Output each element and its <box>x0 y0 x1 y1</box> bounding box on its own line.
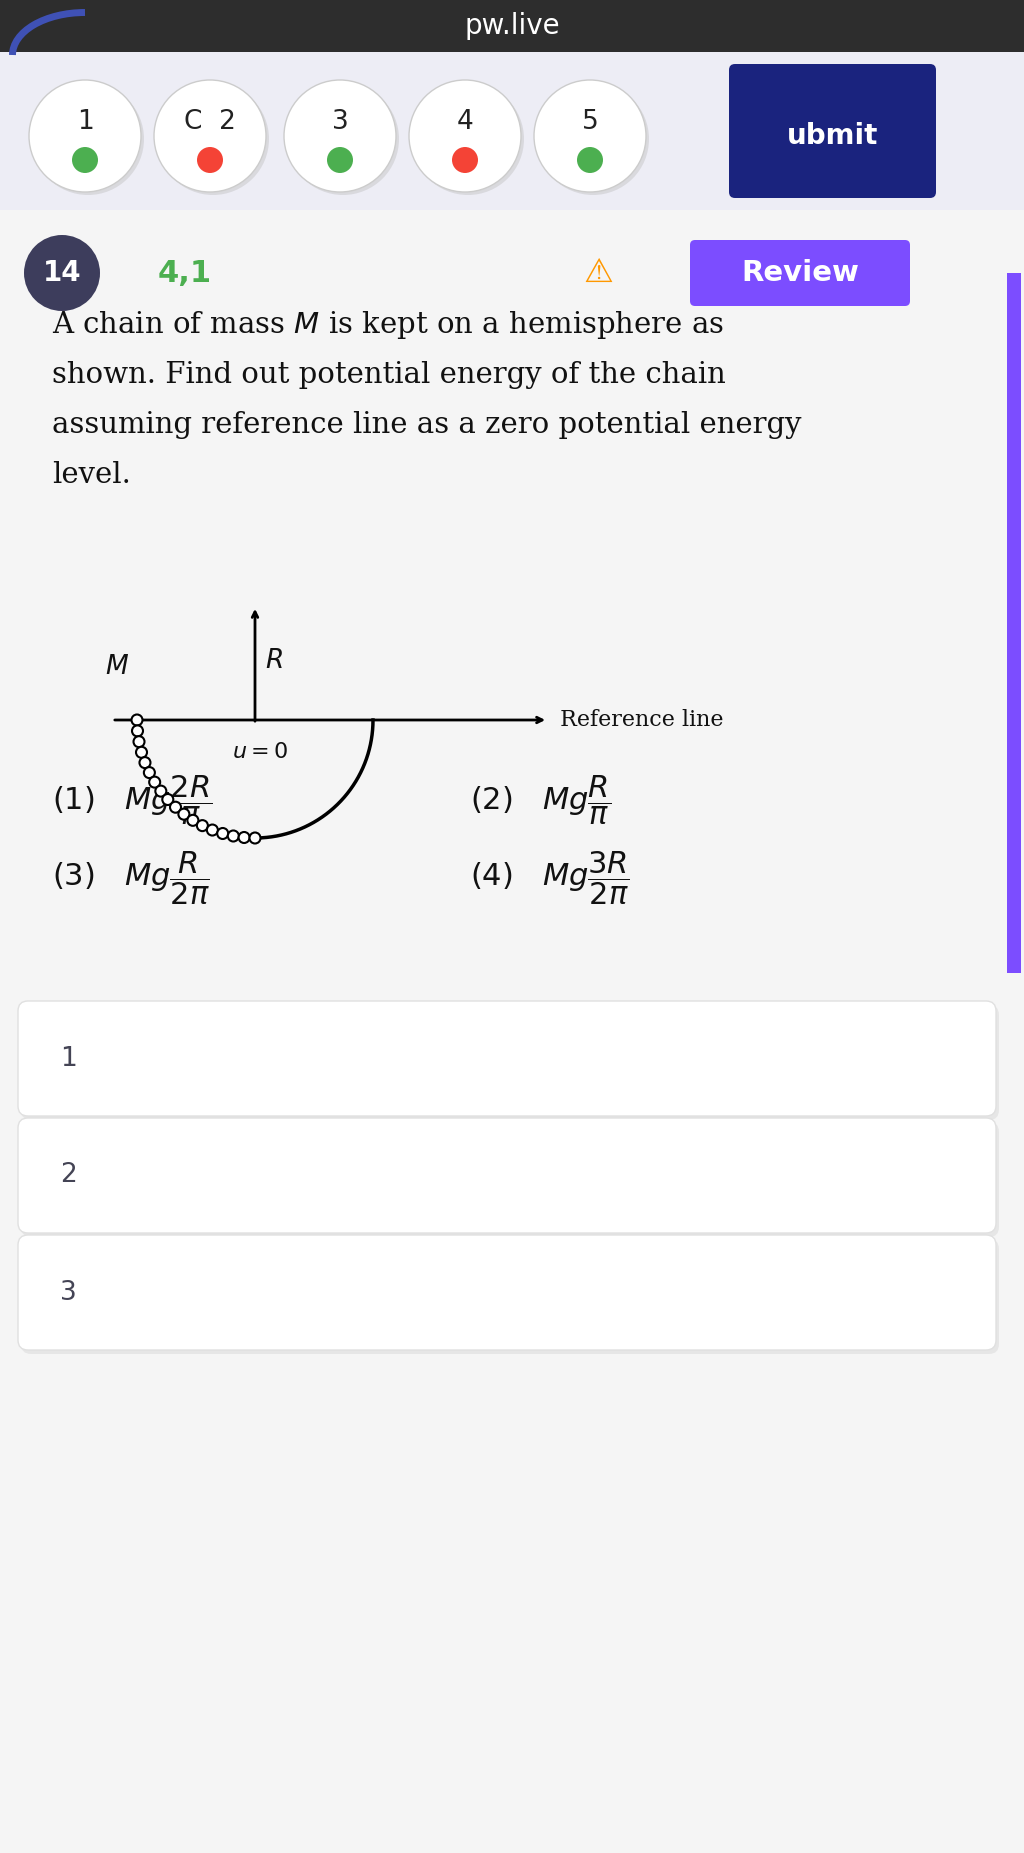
Text: ⚠: ⚠ <box>583 256 613 289</box>
Text: 14: 14 <box>43 259 81 287</box>
Text: $(2)$   $Mg\dfrac{R}{\pi}$: $(2)$ $Mg\dfrac{R}{\pi}$ <box>470 773 611 826</box>
Text: level.: level. <box>52 461 131 489</box>
Circle shape <box>327 146 353 172</box>
Text: 4,1: 4,1 <box>158 259 212 287</box>
Text: 4: 4 <box>457 109 473 135</box>
Text: $(3)$   $Mg\dfrac{R}{2\pi}$: $(3)$ $Mg\dfrac{R}{2\pi}$ <box>52 849 210 906</box>
FancyBboxPatch shape <box>18 1117 996 1232</box>
Circle shape <box>132 725 143 736</box>
Circle shape <box>412 83 524 195</box>
Text: C  2: C 2 <box>184 109 236 135</box>
FancyBboxPatch shape <box>22 1240 999 1355</box>
Circle shape <box>239 832 250 843</box>
Circle shape <box>577 146 603 172</box>
Text: Reference line: Reference line <box>553 710 724 730</box>
Circle shape <box>178 808 189 819</box>
Circle shape <box>162 793 173 804</box>
Text: 1: 1 <box>60 1045 77 1071</box>
FancyBboxPatch shape <box>729 65 936 198</box>
FancyBboxPatch shape <box>22 1004 999 1119</box>
Circle shape <box>250 832 260 843</box>
Text: A chain of mass $M$ is kept on a hemisphere as: A chain of mass $M$ is kept on a hemisph… <box>52 309 724 341</box>
Circle shape <box>157 83 269 195</box>
Text: assuming reference line as a zero potential energy: assuming reference line as a zero potent… <box>52 411 802 439</box>
Circle shape <box>29 80 141 193</box>
Circle shape <box>207 825 218 836</box>
Circle shape <box>154 80 266 193</box>
Text: 3: 3 <box>60 1280 77 1306</box>
Circle shape <box>197 146 223 172</box>
Circle shape <box>136 747 147 758</box>
Text: 2: 2 <box>60 1162 77 1188</box>
FancyBboxPatch shape <box>22 1123 999 1238</box>
Circle shape <box>32 83 144 195</box>
Bar <box>0 52 1024 209</box>
Text: 1: 1 <box>77 109 93 135</box>
Text: $R$: $R$ <box>265 649 283 673</box>
Bar <box>1007 272 1021 973</box>
Circle shape <box>287 83 399 195</box>
Circle shape <box>284 80 396 193</box>
Circle shape <box>156 786 166 797</box>
Circle shape <box>170 802 181 813</box>
Text: pw.live: pw.live <box>464 11 560 41</box>
Circle shape <box>217 828 228 839</box>
Circle shape <box>131 715 142 726</box>
FancyBboxPatch shape <box>690 241 910 306</box>
FancyBboxPatch shape <box>18 1001 996 1116</box>
Text: $u = 0$: $u = 0$ <box>231 741 288 763</box>
Circle shape <box>534 80 646 193</box>
Text: shown. Find out potential energy of the chain: shown. Find out potential energy of the … <box>52 361 726 389</box>
Circle shape <box>133 736 144 747</box>
Circle shape <box>139 758 151 769</box>
Circle shape <box>72 146 98 172</box>
Circle shape <box>150 776 160 788</box>
FancyBboxPatch shape <box>18 1234 996 1351</box>
Text: $(1)$   $Mg\dfrac{2R}{\pi}$: $(1)$ $Mg\dfrac{2R}{\pi}$ <box>52 773 213 826</box>
Text: 3: 3 <box>332 109 348 135</box>
Text: 5: 5 <box>582 109 598 135</box>
Circle shape <box>537 83 649 195</box>
Text: Review: Review <box>741 259 859 287</box>
Text: ubmit: ubmit <box>787 122 879 150</box>
Circle shape <box>409 80 521 193</box>
Circle shape <box>143 767 155 778</box>
Bar <box>0 0 1024 52</box>
Circle shape <box>24 235 100 311</box>
Text: $(4)$   $Mg\dfrac{3R}{2\pi}$: $(4)$ $Mg\dfrac{3R}{2\pi}$ <box>470 849 630 906</box>
Text: $M$: $M$ <box>104 654 129 678</box>
Circle shape <box>197 821 208 832</box>
Circle shape <box>187 815 199 826</box>
Circle shape <box>452 146 478 172</box>
Circle shape <box>227 830 239 841</box>
